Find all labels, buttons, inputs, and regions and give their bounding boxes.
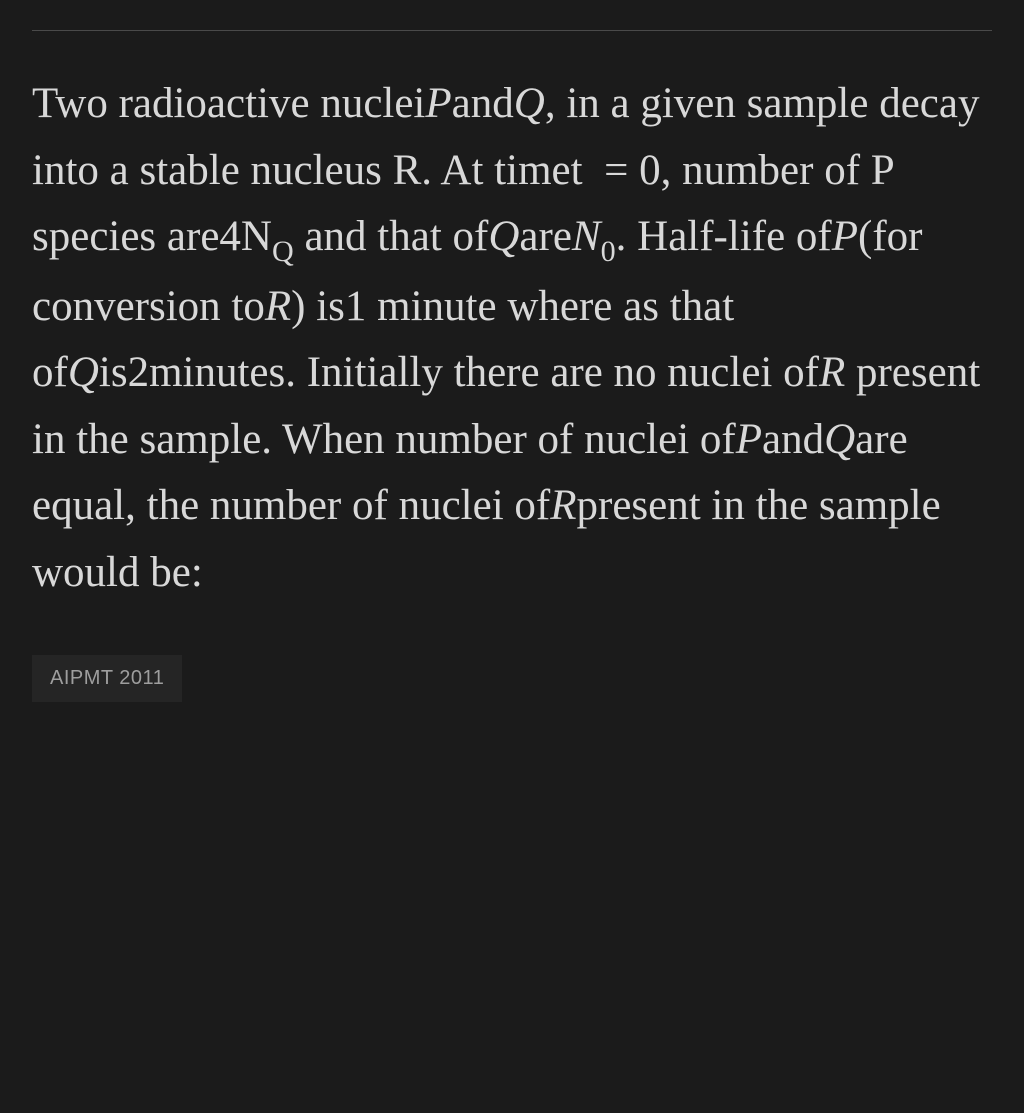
variable-P: P [736, 416, 762, 463]
zero-value: 0 [639, 147, 661, 194]
text-segment: ) is [291, 283, 345, 330]
text-segment: and [452, 80, 514, 127]
exam-tag-label: AIPMT 2011 [50, 667, 164, 689]
variable-N: N [572, 213, 601, 260]
question-body: Two radioactive nucleiPandQ, in a given … [32, 71, 992, 607]
equals-sign: = [604, 147, 628, 194]
text-segment: 2 [128, 349, 150, 396]
text-segment: and [762, 416, 824, 463]
subscript-Q: Q [272, 234, 294, 268]
text-segment: and that of [294, 213, 489, 260]
text-segment: is [99, 349, 128, 396]
content-container: Two radioactive nucleiPandQ, in a given … [0, 30, 1024, 702]
text-segment: t [571, 147, 583, 194]
variable-Q: Q [514, 80, 545, 127]
exam-tag[interactable]: AIPMT 2011 [32, 655, 182, 702]
variable-R: R [550, 482, 576, 529]
variable-P: P [425, 80, 451, 127]
text-segment: 4N [219, 213, 272, 260]
variable-R: R [819, 349, 845, 396]
variable-R: R [265, 283, 291, 330]
text-segment: minutes. Initially there are no nuclei o… [149, 349, 819, 396]
variable-Q: Q [488, 213, 519, 260]
subscript-0: 0 [601, 234, 616, 268]
top-divider [32, 30, 992, 31]
text-segment: Two radioactive nuclei [32, 80, 425, 127]
variable-Q: Q [824, 416, 855, 463]
text-segment: 1 [345, 283, 367, 330]
variable-P: P [832, 213, 858, 260]
text-segment: are [519, 213, 572, 260]
text-segment: . Half-life of [616, 213, 832, 260]
variable-Q: Q [68, 349, 99, 396]
